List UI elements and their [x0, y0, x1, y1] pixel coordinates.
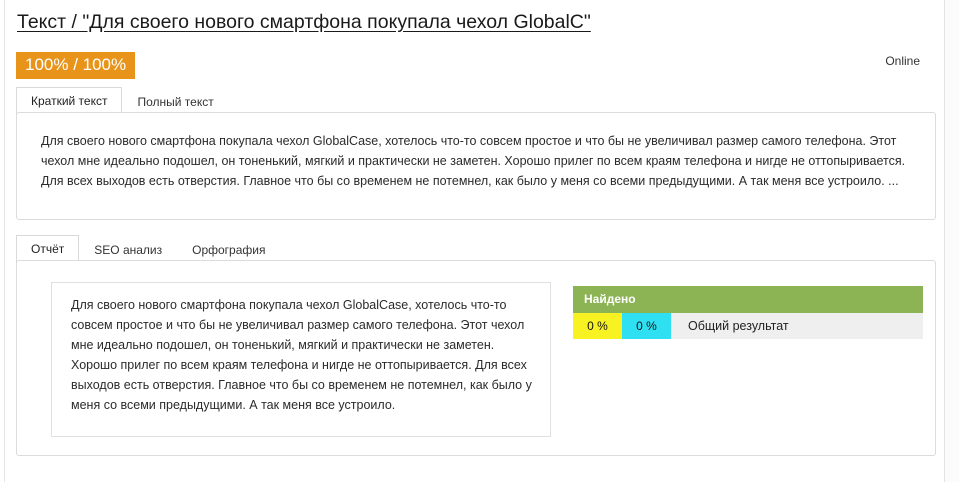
tab-kratkiy-tekst[interactable]: Краткий текст [16, 87, 123, 115]
text-tabs: Краткий текст Полный текст [16, 87, 229, 115]
page-title[interactable]: Текст / "Для своего нового смартфона пок… [17, 11, 591, 33]
table-row: 0 % 0 % Общий результат [573, 313, 923, 339]
page-edge-left-rule [4, 0, 5, 482]
result-percent-yellow: 0 % [573, 313, 622, 339]
tab-orfografiya[interactable]: Орфография [177, 236, 281, 263]
report-text: Для своего нового смартфона покупала чех… [71, 298, 532, 412]
summary-panel: Для своего нового смартфона покупала чех… [16, 112, 936, 220]
tab-polnyy-tekst[interactable]: Полный текст [122, 88, 229, 115]
summary-text: Для своего нового смартфона покупала чех… [41, 134, 906, 188]
tab-seo-analiz[interactable]: SEO анализ [79, 236, 178, 263]
report-panel: Для своего нового смартфона покупала чех… [16, 260, 936, 456]
results-table: Найдено 0 % 0 % Общий результат [573, 286, 923, 339]
analysis-tabs: Отчёт SEO анализ Орфография [16, 235, 281, 263]
status-online: Online [885, 54, 920, 68]
result-label: Общий результат [688, 319, 789, 333]
page-edge-right-rule [944, 0, 945, 482]
page-right-gutter [945, 0, 959, 482]
report-text-box: Для своего нового смартфона покупала чех… [51, 282, 551, 437]
page-content: Текст / "Для своего нового смартфона пок… [5, 0, 944, 482]
score-badge: 100% / 100% [16, 52, 136, 79]
results-header: Найдено [573, 286, 923, 313]
tab-otchet[interactable]: Отчёт [16, 235, 80, 263]
result-percent-cyan: 0 % [622, 313, 671, 339]
